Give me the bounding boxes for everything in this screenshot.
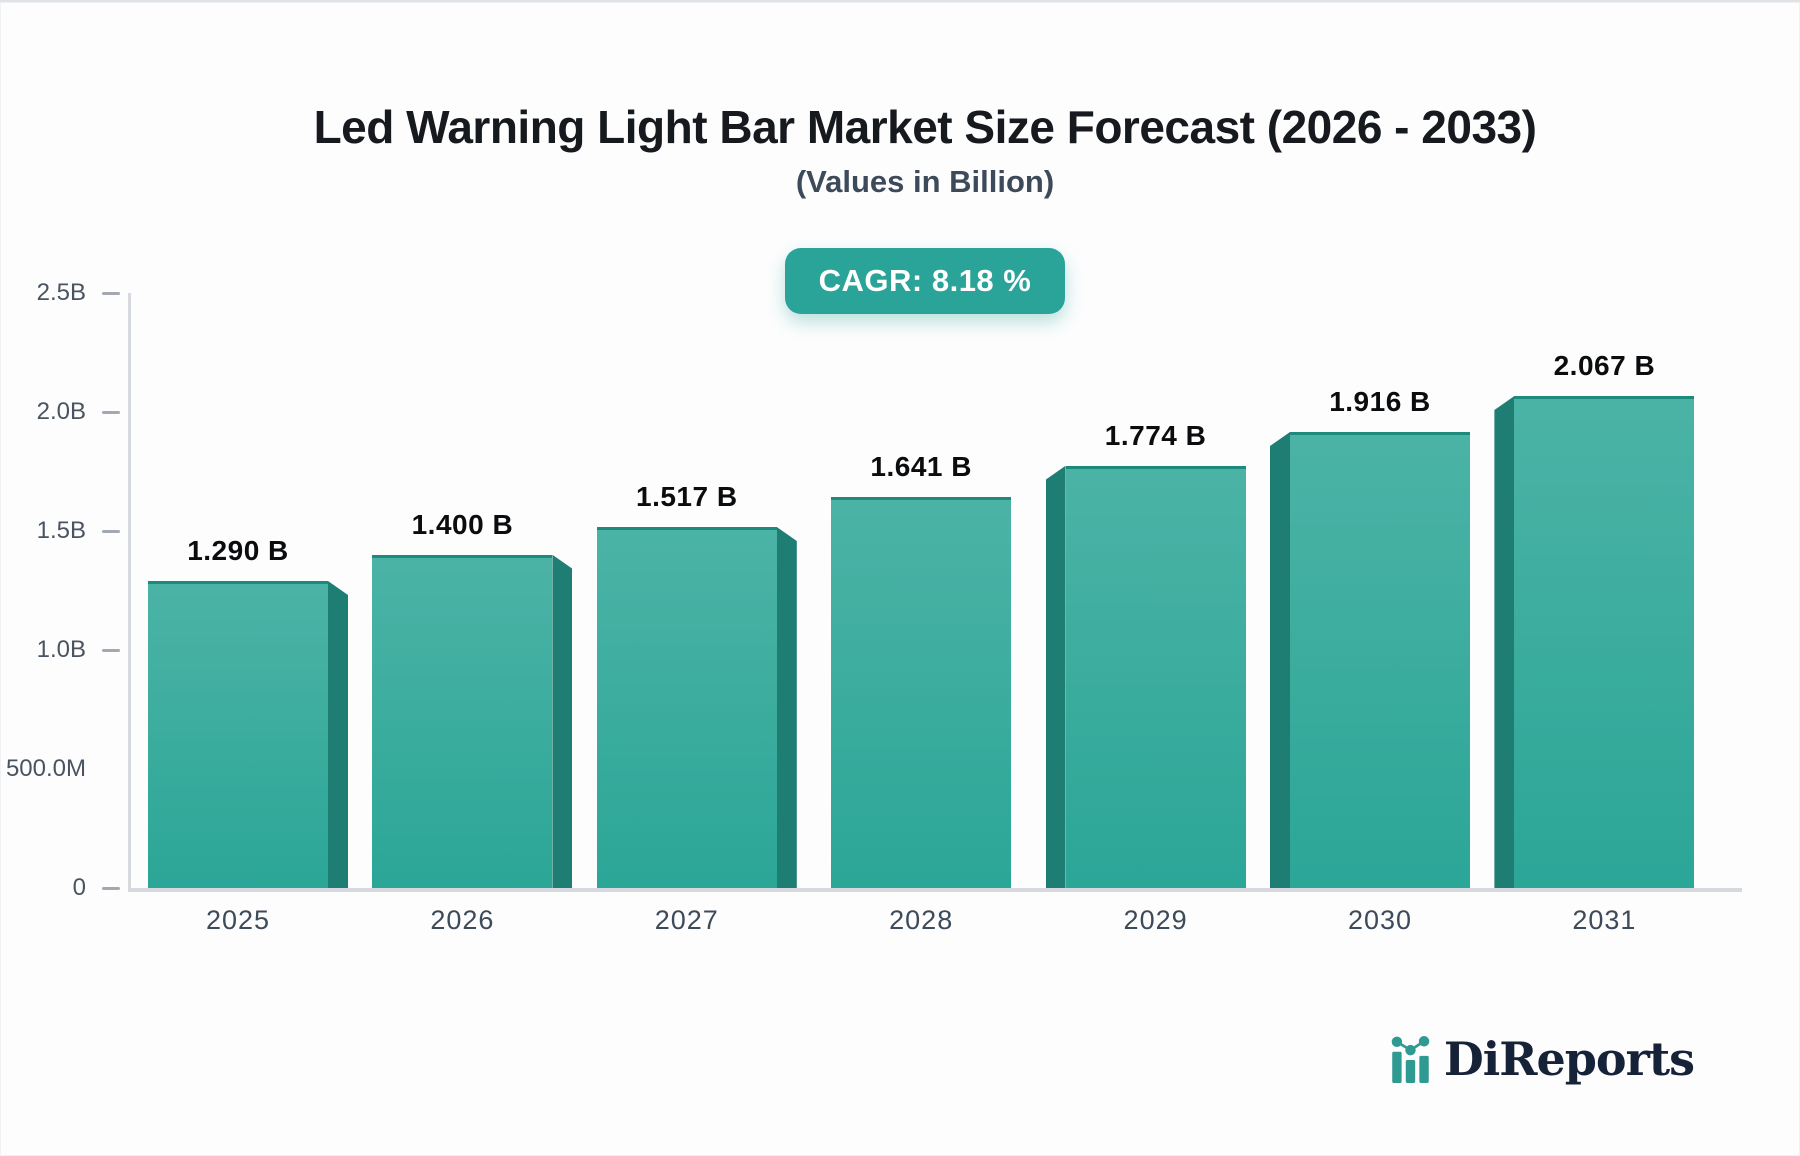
bar-side-face	[1494, 396, 1515, 888]
bar-2028	[831, 497, 1012, 888]
y-axis-tick-dash	[102, 886, 120, 890]
y-axis-tick-label: 1.5B	[36, 517, 86, 544]
y-axis-tick: 2.5B	[0, 278, 120, 308]
bar-value-label: 1.517 B	[636, 480, 738, 512]
x-axis-label-2031: 2031	[1572, 905, 1637, 935]
y-axis-tick-label: 0	[72, 874, 86, 901]
cagr-badge: CAGR: 8.18 %	[784, 247, 1066, 314]
bar-chart-logo-icon	[1391, 1036, 1430, 1083]
x-axis-label-2027: 2027	[654, 905, 719, 935]
x-axis-label-2030: 2030	[1347, 905, 1413, 935]
y-axis-tick: 1.0B	[0, 635, 120, 665]
y-axis-tick: 1.5B	[0, 516, 120, 546]
bar-2030	[1290, 431, 1470, 888]
y-axis-tick-dash	[102, 529, 120, 533]
bar-value-label: 2.067 B	[1553, 350, 1656, 382]
bar-value-label: 1.774 B	[1104, 419, 1207, 451]
chart-title: Led Warning Light Bar Market Size Foreca…	[313, 101, 1537, 153]
bar-value-label: 1.916 B	[1329, 385, 1431, 417]
bar-value-label: 1.290 B	[187, 534, 289, 566]
x-axis-label-2025: 2025	[205, 905, 271, 935]
x-axis-baseline	[128, 888, 1742, 892]
bar-side-face	[1045, 465, 1066, 888]
y-axis-tick-dash	[102, 410, 120, 414]
chart-header: Led Warning Light Bar Market Size Foreca…	[30, 2, 1800, 314]
y-axis-tick: 2.0B	[0, 397, 120, 427]
bar-2031	[1514, 396, 1695, 888]
bar-2025	[148, 580, 328, 888]
bar-2029	[1065, 465, 1246, 888]
bar-2027	[596, 526, 777, 888]
logo-text: DiReports	[1443, 1032, 1695, 1086]
bar-2026	[372, 554, 553, 888]
bar-side-face	[552, 554, 573, 888]
bar-value-label: 1.400 B	[411, 508, 514, 540]
x-axis-label-2026: 2026	[430, 905, 495, 935]
bar-side-face	[1270, 431, 1290, 888]
y-axis-tick-dash	[102, 291, 120, 295]
bar-side-face	[776, 526, 797, 888]
y-axis-tick-label: 1.0B	[36, 636, 86, 663]
y-axis-tick-label: 2.0B	[36, 398, 86, 425]
y-axis-tick: 0	[0, 873, 120, 903]
y-axis-tick-label: 2.5B	[36, 279, 86, 306]
y-axis-tick: 500.0M	[0, 754, 120, 784]
bar-side-face	[328, 580, 348, 888]
chart-subtitle: (Values in Billion)	[795, 163, 1055, 199]
y-axis-tick-dash	[102, 648, 120, 652]
x-axis-label-2029: 2029	[1123, 905, 1188, 935]
bar-value-label: 1.641 B	[870, 451, 972, 483]
x-axis-label-2028: 2028	[889, 905, 954, 935]
direports-logo: DiReports	[1390, 1032, 1695, 1086]
y-axis-tick-label: 500.0M	[5, 755, 86, 782]
y-axis-line	[128, 293, 131, 888]
